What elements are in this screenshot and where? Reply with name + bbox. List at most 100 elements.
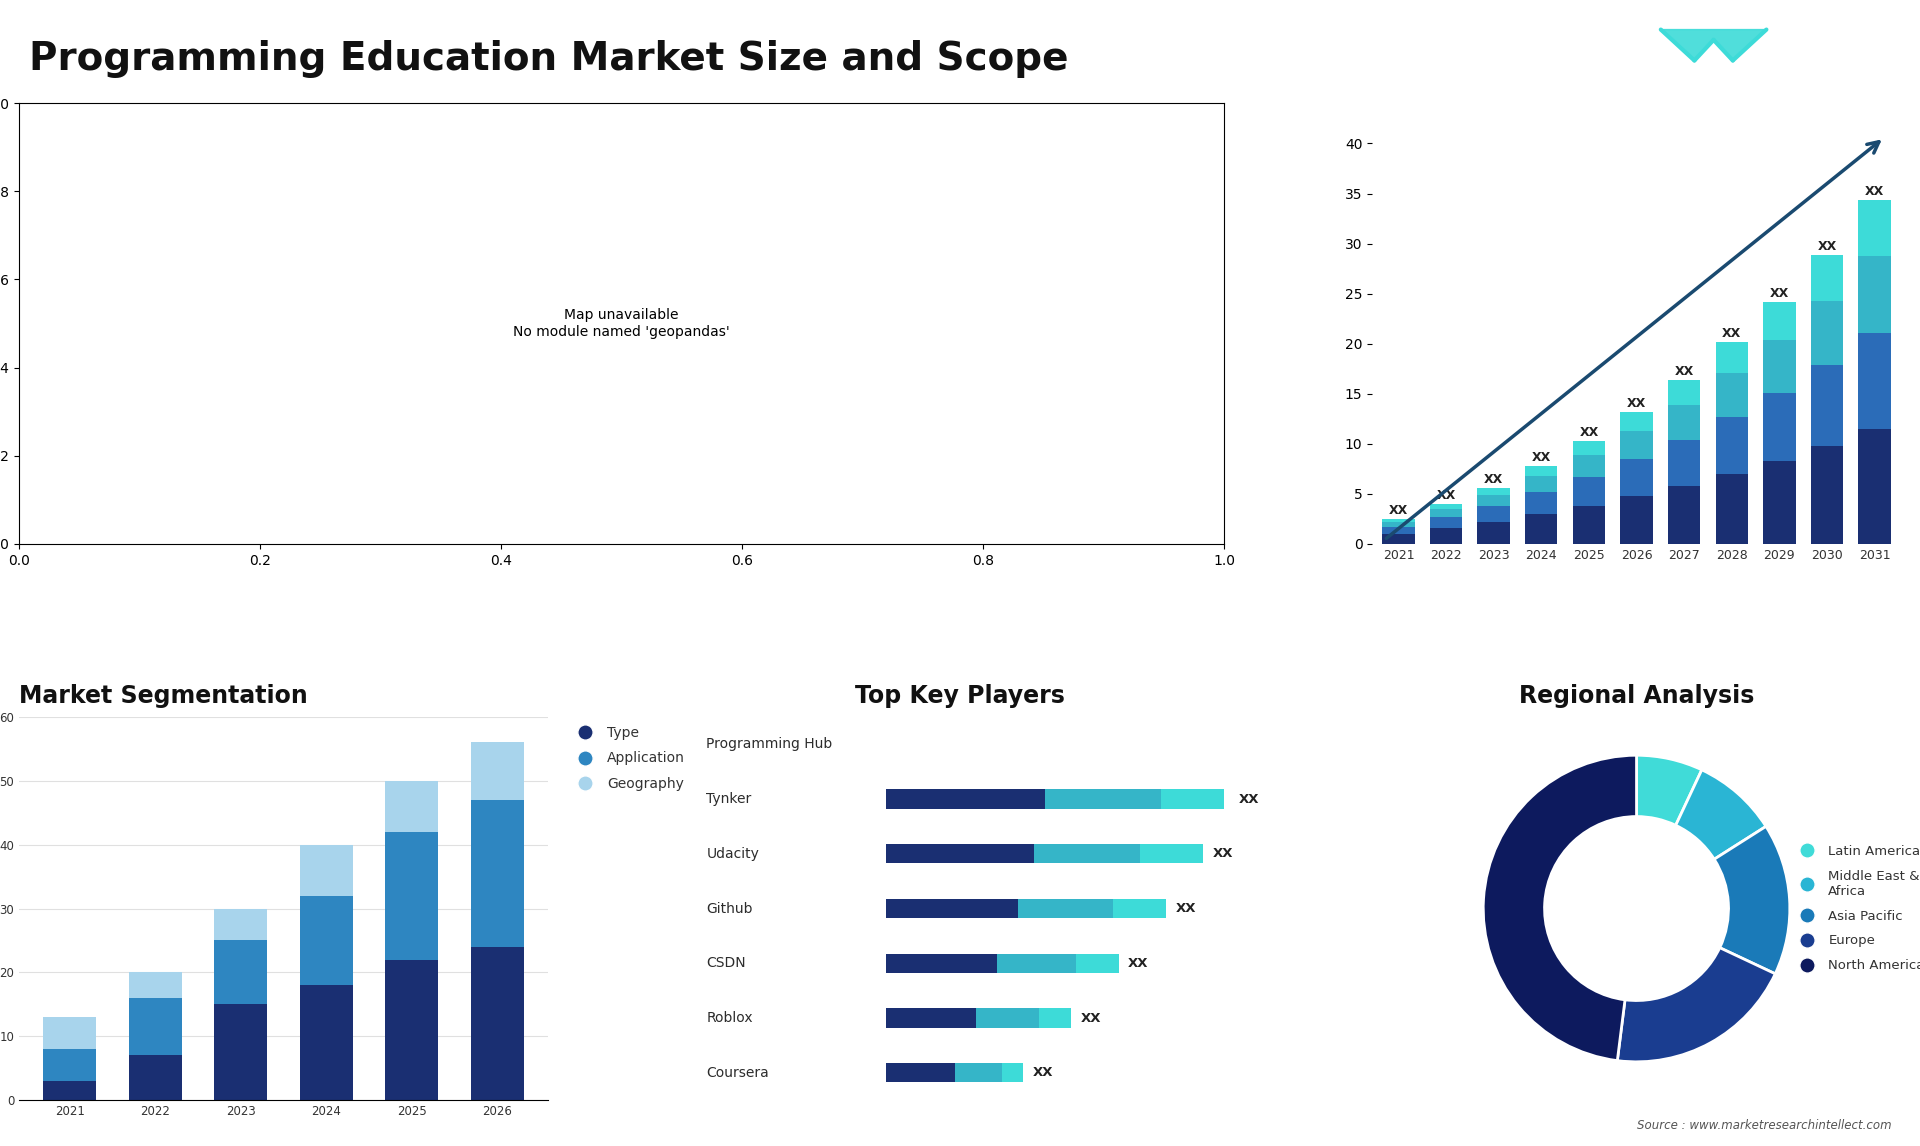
Text: INTELLECT: INTELLECT	[1786, 85, 1839, 94]
Bar	[129, 998, 182, 1055]
Bar	[1382, 519, 1415, 521]
Bar	[1620, 496, 1653, 544]
Bar	[386, 959, 438, 1100]
Bar	[1716, 473, 1747, 544]
Text: XX: XX	[1388, 504, 1407, 517]
Bar	[1478, 495, 1509, 505]
Text: Programming Education Market Size and Scope: Programming Education Market Size and Sc…	[29, 40, 1068, 78]
Text: Udacity: Udacity	[707, 847, 758, 861]
Wedge shape	[1715, 826, 1789, 974]
Text: XX: XX	[1175, 902, 1196, 915]
Text: Roblox: Roblox	[707, 1011, 753, 1025]
Bar	[44, 1081, 96, 1100]
Bar	[44, 1049, 96, 1081]
Bar	[1572, 477, 1605, 505]
Circle shape	[1544, 817, 1728, 1000]
Text: XX: XX	[1770, 286, 1789, 300]
Bar	[1668, 405, 1701, 440]
Bar	[1859, 199, 1891, 256]
Bar	[885, 845, 1035, 863]
Text: XX: XX	[1129, 957, 1148, 970]
Bar	[1162, 790, 1229, 809]
Text: XX: XX	[1532, 452, 1551, 464]
Bar	[1430, 504, 1463, 509]
Text: XX: XX	[1864, 185, 1884, 198]
Bar	[215, 1004, 267, 1100]
Bar	[470, 947, 524, 1100]
Bar	[1859, 429, 1891, 544]
Bar	[1478, 521, 1509, 544]
Wedge shape	[1484, 755, 1636, 1061]
Text: RESEARCH: RESEARCH	[1786, 62, 1839, 71]
Bar	[300, 896, 353, 986]
Bar	[1572, 505, 1605, 544]
Text: XX: XX	[1674, 364, 1693, 378]
Legend: Type, Application, Geography: Type, Application, Geography	[564, 720, 691, 796]
Bar	[470, 800, 524, 947]
Text: Github: Github	[707, 902, 753, 916]
Bar	[1035, 845, 1140, 863]
Text: Market Segmentation: Market Segmentation	[19, 684, 307, 708]
Bar	[1114, 898, 1165, 918]
Bar	[1716, 342, 1747, 372]
Text: XX: XX	[1238, 793, 1260, 806]
Bar	[1811, 300, 1843, 364]
Bar	[1039, 1008, 1071, 1028]
Text: Map unavailable
No module named 'geopandas': Map unavailable No module named 'geopand…	[513, 308, 730, 338]
Bar	[1811, 446, 1843, 544]
Bar	[1763, 461, 1795, 544]
Text: XX: XX	[1484, 473, 1503, 486]
Bar	[1572, 441, 1605, 455]
Bar	[885, 1063, 954, 1082]
Bar	[1620, 431, 1653, 458]
Bar	[1524, 465, 1557, 476]
Bar	[1077, 953, 1119, 973]
Bar	[1382, 527, 1415, 534]
Bar	[1430, 517, 1463, 528]
Title: Regional Analysis: Regional Analysis	[1519, 684, 1755, 708]
Bar	[1763, 301, 1795, 339]
Bar	[1018, 898, 1114, 918]
Bar	[954, 1063, 1002, 1082]
Bar	[975, 1008, 1039, 1028]
Text: XX: XX	[1033, 1066, 1054, 1080]
Bar	[885, 790, 1044, 809]
Bar	[470, 743, 524, 800]
Bar	[386, 832, 438, 959]
Bar	[129, 973, 182, 998]
Bar	[300, 845, 353, 896]
Bar	[1620, 458, 1653, 496]
Text: XX: XX	[1580, 426, 1599, 439]
Bar	[1044, 790, 1162, 809]
Bar	[129, 1055, 182, 1100]
Bar	[1002, 1063, 1023, 1082]
Text: XX: XX	[1213, 847, 1233, 861]
Text: CSDN: CSDN	[707, 956, 747, 971]
Bar	[1524, 492, 1557, 513]
Text: XX: XX	[1626, 397, 1645, 410]
Bar	[1859, 256, 1891, 332]
Text: XX: XX	[1722, 327, 1741, 340]
Text: Programming Hub: Programming Hub	[707, 737, 833, 752]
Bar	[1716, 372, 1747, 417]
Bar	[996, 953, 1077, 973]
Bar	[1524, 476, 1557, 492]
Text: MARKET: MARKET	[1786, 39, 1828, 48]
Wedge shape	[1676, 770, 1766, 860]
Text: XX: XX	[1081, 1012, 1100, 1025]
Bar	[1763, 339, 1795, 393]
Bar	[1668, 440, 1701, 486]
Bar	[885, 1008, 975, 1028]
Text: Source : www.marketresearchintellect.com: Source : www.marketresearchintellect.com	[1636, 1120, 1891, 1132]
Title: Top Key Players: Top Key Players	[854, 684, 1066, 708]
Bar	[1140, 845, 1204, 863]
Bar	[885, 953, 996, 973]
Bar	[1524, 513, 1557, 544]
Bar	[885, 898, 1018, 918]
Bar	[1716, 417, 1747, 473]
Bar	[1668, 486, 1701, 544]
Bar	[1430, 509, 1463, 517]
Bar	[300, 986, 353, 1100]
Bar	[1811, 254, 1843, 300]
Bar	[1478, 505, 1509, 521]
